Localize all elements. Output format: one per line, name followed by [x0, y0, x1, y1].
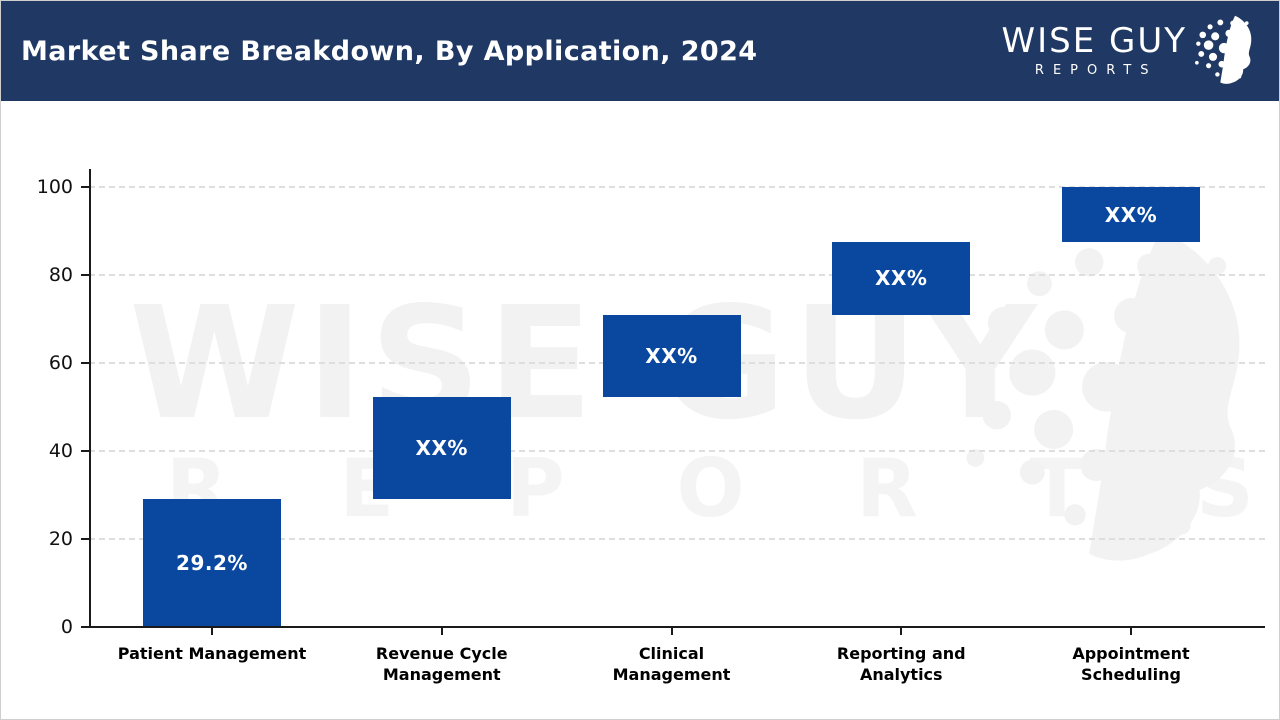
y-tick-mark-80: [81, 274, 89, 276]
x-tick-mark-appointment-scheduling: [1130, 628, 1132, 635]
x-axis-line: [89, 626, 1265, 628]
y-axis-line: [89, 169, 91, 627]
x-axis-label-reporting-and-analytics: Reporting and Analytics: [836, 644, 966, 685]
gridline-80: [89, 274, 1265, 276]
gridline-40: [89, 450, 1265, 452]
bar-value-label-clinical-management: XX%: [645, 343, 698, 368]
y-tick-mark-20: [81, 538, 89, 540]
gridline-100: [89, 186, 1265, 188]
logo-text: WISE GUY REPORTS: [1001, 24, 1187, 78]
bar-value-label-reporting-and-analytics: XX%: [875, 266, 928, 291]
page-title: Market Share Breakdown, By Application, …: [21, 35, 758, 67]
logo-head-icon: [1191, 13, 1257, 89]
y-tick-label-60: 60: [48, 352, 73, 374]
x-tick-mark-revenue-cycle-management: [440, 628, 443, 635]
x-tick-mark-clinical-management: [670, 628, 673, 635]
x-tick-mark-reporting-and-analytics: [900, 628, 903, 635]
y-tick-mark-0: [81, 626, 89, 628]
bar-value-label-patient-management: 29.2%: [176, 550, 248, 575]
bar-clinical-management: XX%: [602, 314, 741, 398]
x-axis-label-clinical-management: Clinical Management: [612, 644, 731, 685]
header: Market Share Breakdown, By Application, …: [1, 1, 1279, 101]
y-tick-label-100: 100: [36, 176, 73, 198]
x-axis-label-appointment-scheduling: Appointment Scheduling: [1072, 644, 1190, 685]
x-axis-label-patient-management: Patient Management: [117, 644, 307, 663]
bar-revenue-cycle-management: XX%: [372, 397, 511, 499]
bar-value-label-revenue-cycle-management: XX%: [415, 435, 468, 460]
gridline-20: [89, 538, 1265, 540]
logo-tagline: REPORTS: [1034, 63, 1158, 78]
bar-patient-management: 29.2%: [143, 498, 281, 627]
chart-panel: WISE GUY R E P O R T S 0 20 40 60 80 100 29.2%…: [1, 101, 1279, 719]
y-tick-mark-60: [81, 362, 89, 364]
bar-appointment-scheduling: XX%: [1062, 187, 1200, 242]
logo-name: WISE GUY: [1001, 21, 1187, 61]
waterfall-chart: 0 20 40 60 80 100 29.2% Patient Management XX% Re…: [37, 169, 1265, 684]
y-tick-mark-100: [81, 186, 89, 188]
wise-guy-logo: WISE GUY REPORTS: [1001, 13, 1257, 89]
x-axis-label-revenue-cycle-management: Revenue Cycle Management: [375, 644, 508, 685]
bar-value-label-appointment-scheduling: XX%: [1104, 202, 1158, 227]
y-tick-label-20: 20: [48, 528, 73, 550]
y-tick-label-80: 80: [48, 264, 73, 286]
y-tick-label-40: 40: [48, 440, 73, 462]
y-tick-label-0: 0: [60, 616, 73, 638]
y-tick-mark-40: [81, 450, 89, 452]
x-tick-mark-patient-management: [211, 628, 213, 635]
bar-reporting-and-analytics: XX%: [832, 242, 971, 315]
